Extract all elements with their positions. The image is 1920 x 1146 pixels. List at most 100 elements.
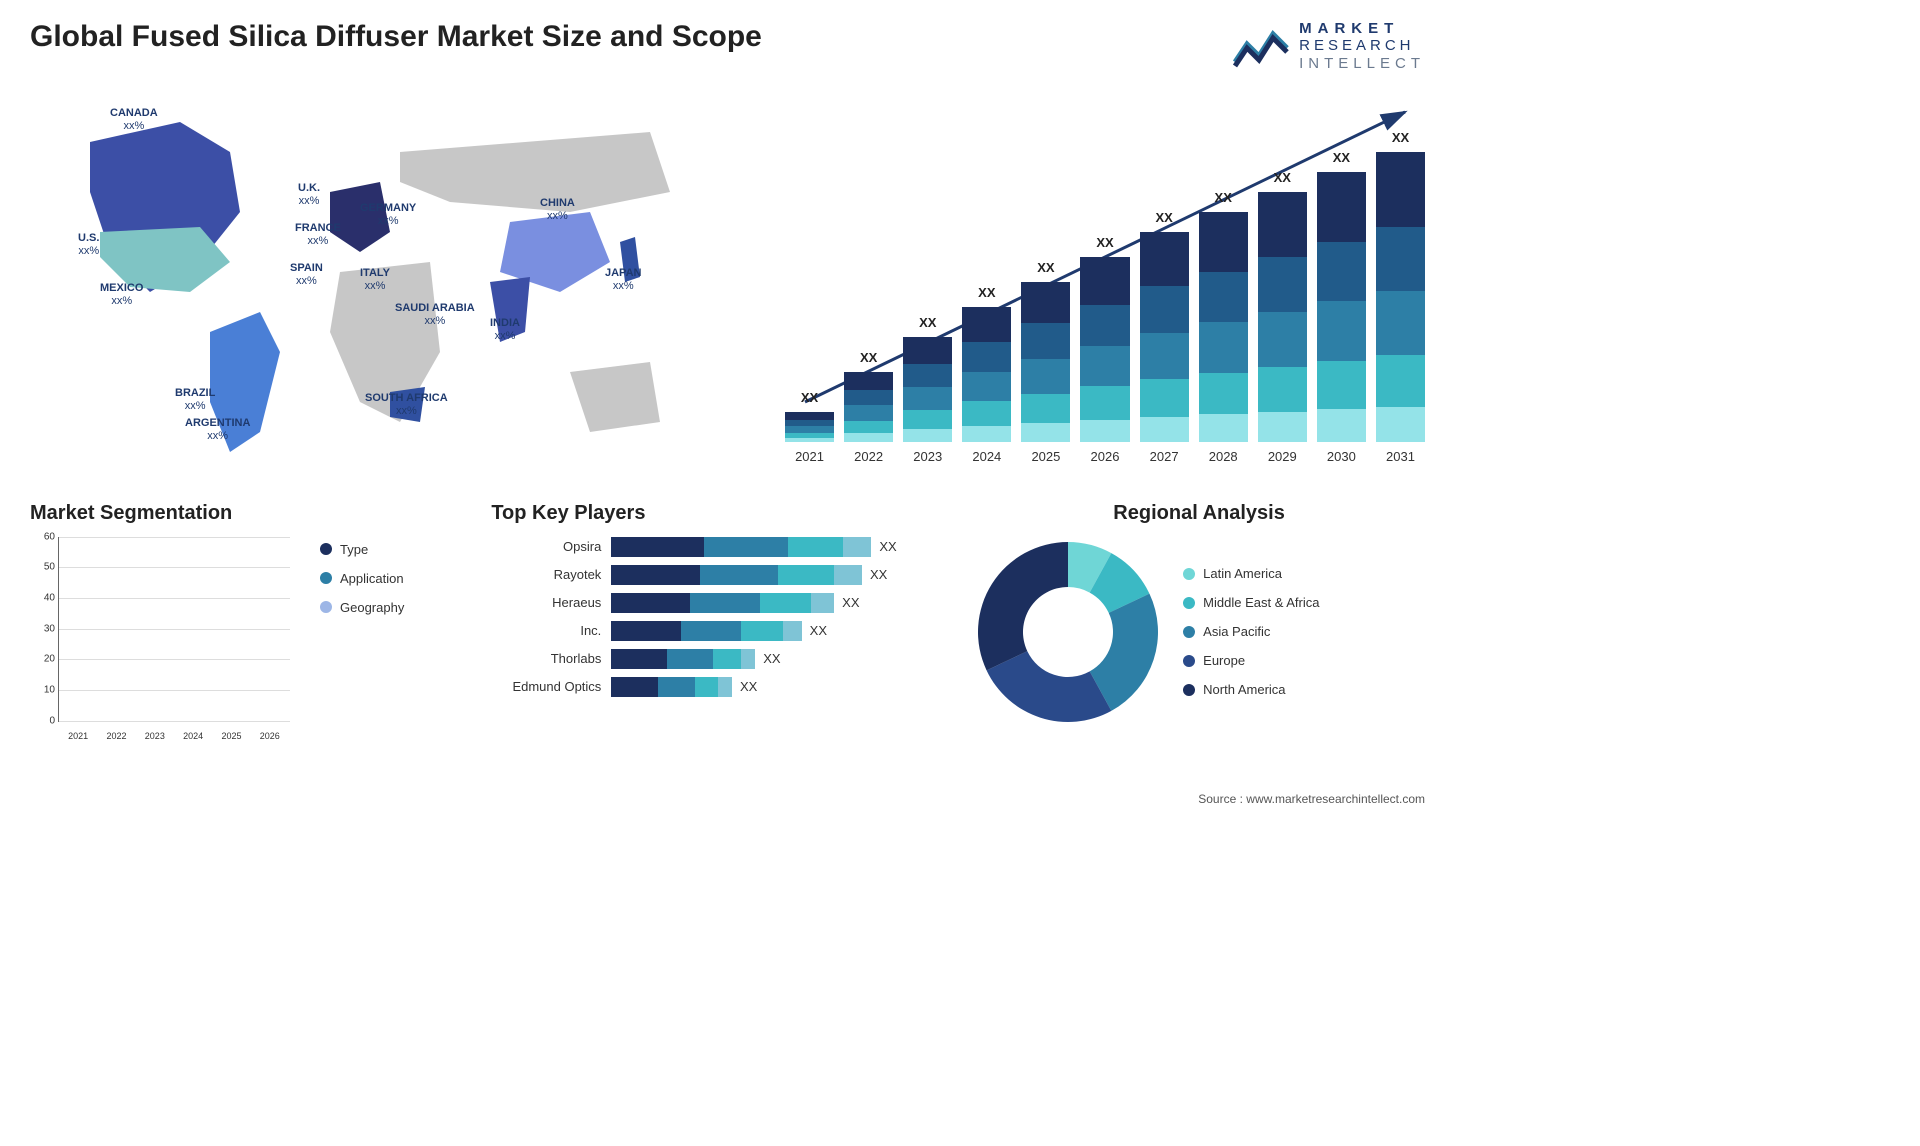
growth-bar-segment [1021,359,1070,394]
growth-bar-segment [962,372,1011,402]
map-label: U.S.xx% [78,232,99,258]
key-player-name: Opsira [491,539,601,554]
key-player-bar-segment [611,677,657,697]
key-players-title: Top Key Players [491,502,943,525]
seg-ytick: 0 [31,715,55,726]
seg-xaxis-label: 2022 [100,731,132,741]
growth-bar-segment [1317,409,1366,441]
growth-bar-segment [1317,301,1366,360]
map-label: JAPANxx% [605,267,641,293]
growth-bar-value: XX [978,285,995,300]
key-player-row: Edmund OpticsXX [491,677,943,697]
growth-bar: XX [1376,152,1425,442]
legend-item: Geography [320,600,404,615]
growth-bar-segment [1021,282,1070,324]
map-label: ITALYxx% [360,267,390,293]
growth-bar-segment [1021,423,1070,442]
key-player-row: Inc.XX [491,621,943,641]
key-player-name: Inc. [491,623,601,638]
map-label: SOUTH AFRICAxx% [365,392,448,418]
growth-xaxis-label: 2030 [1317,449,1366,464]
key-player-bar-segment [843,537,871,557]
map-region-russia [400,132,670,212]
growth-bar-value: XX [801,390,818,405]
growth-bar-segment [844,390,893,405]
growth-xaxis-label: 2031 [1376,449,1425,464]
growth-bar-value: XX [919,315,936,330]
growth-bar-segment [1199,414,1248,442]
key-player-bar-segment [611,649,667,669]
key-player-bar [611,677,732,697]
growth-bar: XX [1080,257,1129,442]
key-player-bar-segment [778,565,834,585]
key-player-bar-segment [611,593,690,613]
key-player-row: ThorlabsXX [491,649,943,669]
key-player-value: XX [740,679,757,694]
growth-bar-segment [1199,373,1248,414]
seg-xaxis-label: 2023 [139,731,171,741]
key-player-value: XX [763,651,780,666]
map-label: SPAINxx% [290,262,323,288]
key-player-bar [611,649,755,669]
key-player-name: Rayotek [491,567,601,582]
key-player-value: XX [879,539,896,554]
growth-bar: XX [1317,172,1366,442]
legend-label: North America [1203,682,1285,697]
growth-xaxis-label: 2024 [962,449,1011,464]
growth-bar-segment [785,438,834,442]
legend-dot-icon [1183,568,1195,580]
key-player-row: HeraeusXX [491,593,943,613]
regional-donut [973,537,1163,727]
key-player-bar-segment [783,621,802,641]
growth-bar-segment [1258,312,1307,367]
growth-bar-segment [1080,257,1129,305]
key-player-bar-segment [681,621,741,641]
growth-bar-segment [785,412,834,420]
growth-bar-segment [1021,323,1070,358]
legend-label: Europe [1203,653,1245,668]
growth-bar-segment [1258,192,1307,257]
map-label: CHINAxx% [540,197,575,223]
growth-bar-value: XX [1155,210,1172,225]
key-player-bar-segment [611,565,699,585]
world-map: CANADAxx%U.S.xx%MEXICOxx%BRAZILxx%ARGENT… [30,92,745,472]
growth-bar-segment [1258,367,1307,412]
donut-slice [987,651,1112,722]
growth-bar-segment [1376,227,1425,291]
growth-bar-value: XX [1392,130,1409,145]
growth-bar-value: XX [1096,235,1113,250]
logo-mark-icon [1233,24,1289,68]
growth-bar-segment [1258,257,1307,312]
seg-ytick: 10 [31,685,55,696]
growth-bar-segment [1376,291,1425,355]
growth-xaxis-label: 2028 [1199,449,1248,464]
legend-dot-icon [320,572,332,584]
legend-item: Middle East & Africa [1183,595,1319,610]
growth-bar-segment [1021,394,1070,423]
legend-label: Type [340,542,368,557]
growth-bar-segment [1140,232,1189,287]
legend-label: Latin America [1203,566,1282,581]
growth-bar-segment [1258,412,1307,442]
key-player-bar-segment [658,677,695,697]
growth-bar: XX [903,337,952,442]
growth-bar-segment [1080,386,1129,419]
growth-bar: XX [962,307,1011,442]
growth-bar-segment [962,401,1011,425]
key-player-bar-segment [700,565,779,585]
map-label: BRAZILxx% [175,387,215,413]
key-player-bar-segment [760,593,811,613]
map-label: ARGENTINAxx% [185,417,250,443]
growth-chart: XXXXXXXXXXXXXXXXXXXXXX 20212022202320242… [785,92,1425,472]
growth-bar-segment [1080,346,1129,387]
growth-bar-segment [1140,333,1189,379]
seg-ytick: 30 [31,623,55,634]
legend-item: Type [320,542,404,557]
growth-bar: XX [1021,282,1070,442]
seg-xaxis-label: 2024 [177,731,209,741]
growth-bar-segment [1199,322,1248,373]
key-player-bar-segment [718,677,732,697]
logo-text-1: MARKET [1299,20,1425,37]
growth-bar-segment [1140,286,1189,332]
legend-label: Middle East & Africa [1203,595,1319,610]
